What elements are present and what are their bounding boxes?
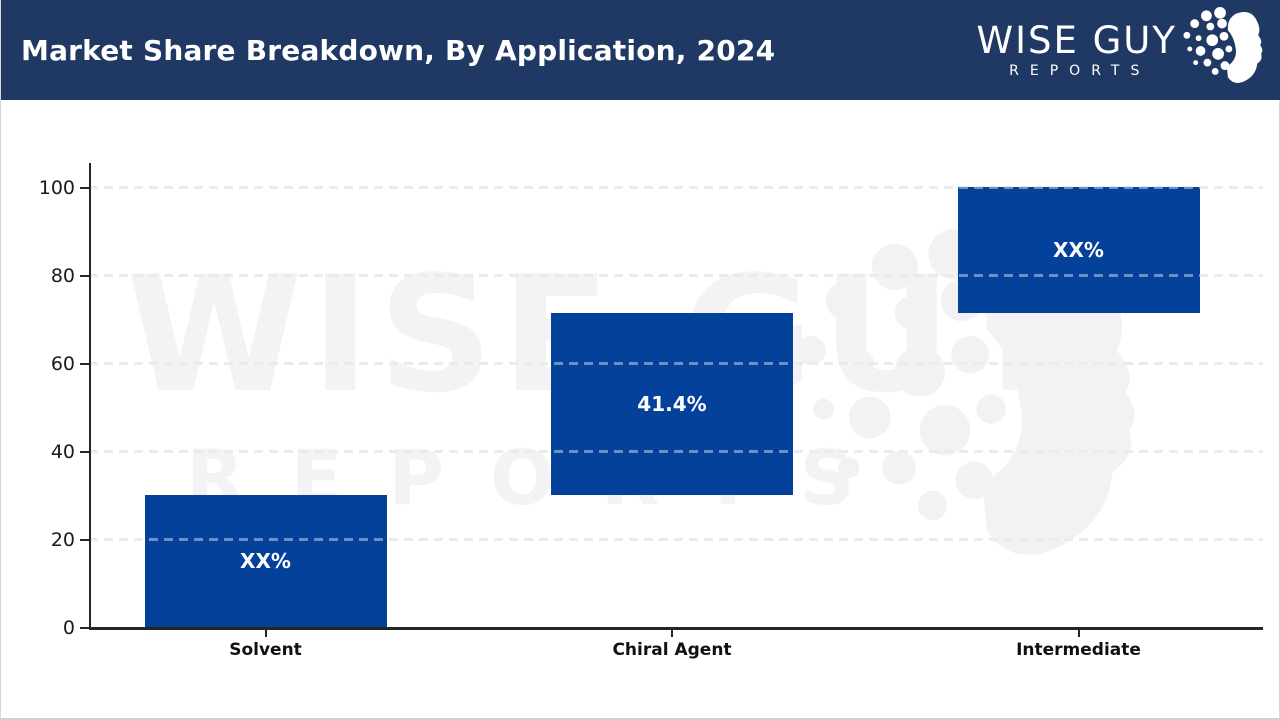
category-label: Intermediate bbox=[1016, 640, 1141, 660]
brand-logo: WISE GUY REPORTS bbox=[977, 6, 1267, 94]
gridline bbox=[89, 538, 1263, 541]
brand-name: WISE GUY bbox=[976, 19, 1177, 62]
x-axis-spine bbox=[89, 627, 1263, 630]
x-axis-tick bbox=[1077, 629, 1080, 637]
x-axis-tick bbox=[264, 629, 267, 637]
gridline-overlay bbox=[89, 274, 1263, 277]
gridline-overlay bbox=[89, 362, 1263, 365]
y-axis-tick bbox=[80, 275, 89, 277]
gridline-overlay bbox=[89, 186, 1263, 189]
gridline-overlay bbox=[89, 538, 1263, 541]
gridline-overlay bbox=[89, 450, 1263, 453]
y-axis-spine bbox=[89, 163, 91, 630]
y-axis-tick-label: 60 bbox=[50, 353, 75, 375]
y-axis-tick bbox=[80, 187, 89, 189]
gridline bbox=[89, 186, 1263, 189]
bar-value-label: 41.4% bbox=[637, 391, 707, 416]
brand-subname: REPORTS bbox=[1009, 63, 1151, 79]
y-axis-tick bbox=[80, 363, 89, 365]
chart-title: Market Share Breakdown, By Application, … bbox=[21, 33, 776, 67]
y-axis-tick bbox=[80, 539, 89, 541]
category-label: Solvent bbox=[229, 640, 302, 660]
brand-logo-text: WISE GUY REPORTS bbox=[977, 22, 1177, 78]
x-axis-tick bbox=[671, 629, 673, 637]
y-axis-tick bbox=[80, 627, 89, 629]
y-axis-tick-label: 0 bbox=[62, 617, 75, 639]
bar: XX% bbox=[144, 495, 387, 627]
header-bar: Market Share Breakdown, By Application, … bbox=[1, 0, 1280, 100]
head-dots-icon bbox=[1179, 6, 1267, 94]
y-axis-tick-label: 40 bbox=[50, 441, 75, 463]
y-axis-tick-label: 100 bbox=[38, 177, 75, 199]
y-axis-tick bbox=[80, 451, 89, 453]
bar: XX% bbox=[957, 187, 1200, 313]
gridline bbox=[89, 274, 1263, 277]
y-axis-tick-label: 20 bbox=[50, 529, 75, 551]
category-label: Chiral Agent bbox=[612, 640, 732, 660]
bar-value-label: XX% bbox=[1053, 237, 1104, 262]
bar-value-label: XX% bbox=[240, 549, 291, 573]
bar: 41.4% bbox=[551, 312, 793, 495]
y-axis-tick-label: 80 bbox=[50, 265, 75, 287]
